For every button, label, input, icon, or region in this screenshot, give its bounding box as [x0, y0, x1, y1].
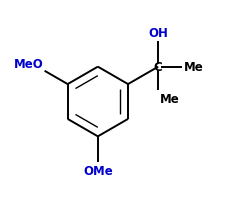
Text: MeO: MeO [14, 58, 44, 70]
Text: Me: Me [160, 93, 180, 106]
Text: OMe: OMe [83, 164, 113, 177]
Text: Me: Me [184, 61, 204, 74]
Text: OH: OH [148, 27, 168, 40]
Text: C: C [154, 61, 163, 74]
